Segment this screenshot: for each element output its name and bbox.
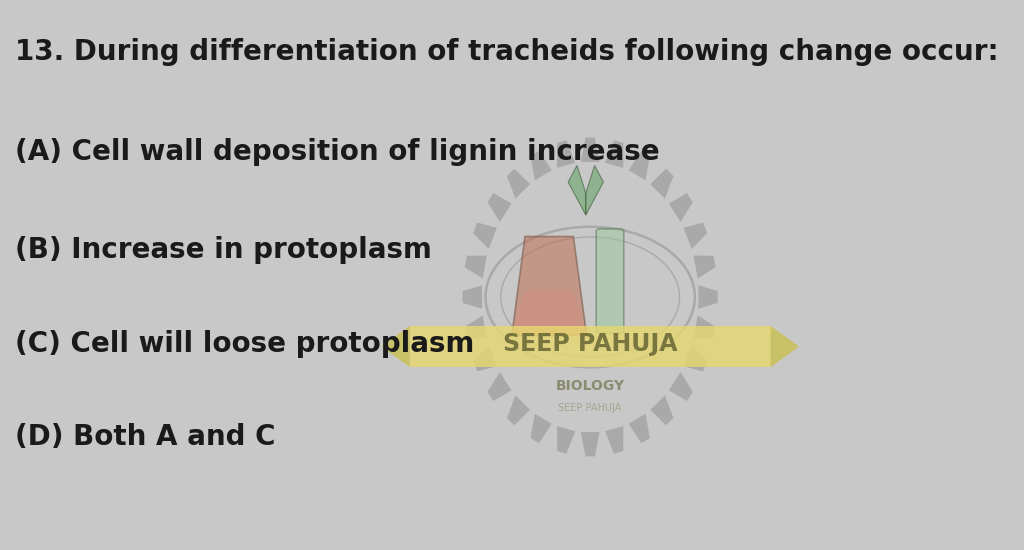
Polygon shape [512,291,587,335]
Polygon shape [629,414,650,443]
Text: (B) Increase in protoplasm: (B) Increase in protoplasm [14,236,432,265]
Polygon shape [465,256,486,278]
Polygon shape [487,372,511,401]
Polygon shape [487,193,511,222]
Polygon shape [557,426,575,454]
Text: (D) Both A and C: (D) Both A and C [14,424,275,452]
Polygon shape [473,345,497,371]
Polygon shape [650,169,674,199]
Polygon shape [507,169,530,199]
Polygon shape [557,140,575,168]
FancyBboxPatch shape [410,326,770,367]
Circle shape [482,224,698,370]
Polygon shape [381,326,410,367]
Polygon shape [465,316,486,338]
Text: 13. During differentiation of tracheids following change occur:: 13. During differentiation of tracheids … [14,39,998,67]
Polygon shape [605,140,624,168]
Polygon shape [530,414,552,443]
Polygon shape [512,236,587,336]
Polygon shape [473,223,497,249]
Polygon shape [507,395,530,425]
Polygon shape [698,285,718,309]
Polygon shape [684,223,708,249]
Polygon shape [581,138,599,162]
Text: SEEP PAHUJA: SEEP PAHUJA [503,332,678,356]
Polygon shape [684,345,708,371]
Polygon shape [650,395,674,425]
Polygon shape [568,166,586,215]
Text: SEEP PAHUJA: SEEP PAHUJA [558,403,622,414]
Polygon shape [693,316,716,338]
Polygon shape [463,285,482,309]
Polygon shape [770,326,799,367]
Polygon shape [581,432,599,456]
Text: BIOLOGY: BIOLOGY [556,379,625,393]
Polygon shape [586,166,603,215]
Polygon shape [629,151,650,180]
Polygon shape [669,372,693,401]
FancyBboxPatch shape [596,229,624,333]
Text: (A) Cell wall deposition of lignin increase: (A) Cell wall deposition of lignin incre… [14,138,659,166]
Polygon shape [669,193,693,222]
Polygon shape [530,151,552,180]
Polygon shape [693,256,716,278]
Text: (C) Cell will loose protoplasm: (C) Cell will loose protoplasm [14,330,474,358]
Polygon shape [605,426,624,454]
